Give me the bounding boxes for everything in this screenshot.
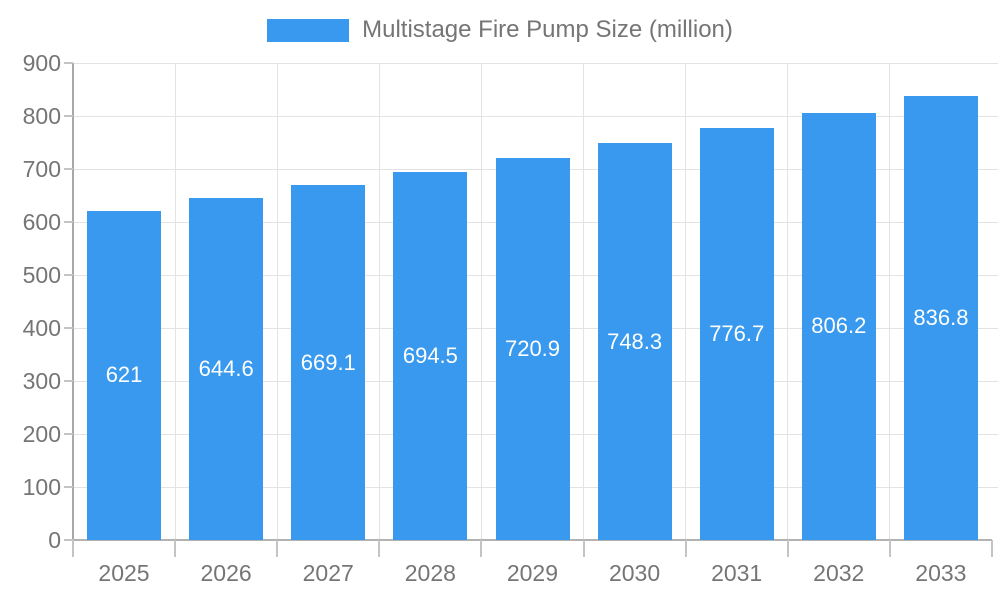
y-axis-tick [64,115,73,117]
bar-2032[interactable]: 806.2 [801,112,876,540]
y-axis-tick [64,539,73,541]
x-axis-tick [684,540,687,557]
bar-value-label: 644.6 [198,356,254,382]
bar-2031[interactable]: 776.7 [699,128,774,540]
y-axis-label: 600 [22,209,61,235]
bar-2028[interactable]: 694.5 [393,171,468,540]
y-axis-tick [64,168,73,170]
gridline-vertical [685,63,687,540]
bar-2030[interactable]: 748.3 [597,143,672,540]
bar-value-label: 776.7 [709,321,765,347]
bar-2027[interactable]: 669.1 [291,185,366,540]
gridline-vertical [889,63,891,540]
x-axis-label: 2032 [813,560,865,586]
bar-value-label: 669.1 [300,349,356,375]
y-axis-tick [64,62,73,64]
gridline-vertical [583,63,585,540]
y-axis-tick [64,433,73,435]
x-axis-tick [582,540,585,557]
bar-value-label: 694.5 [402,342,458,368]
bar-value-label: 621 [105,362,143,388]
y-axis-label: 800 [22,103,61,129]
y-axis-label: 400 [22,315,61,341]
gridline-vertical [787,63,789,540]
y-axis-tick [64,327,73,329]
x-axis-tick [888,540,891,557]
x-axis-tick [991,540,993,557]
y-axis-label: 700 [22,156,61,182]
y-axis-label: 900 [22,50,61,76]
y-axis-label: 300 [22,368,61,394]
legend: Multistage Fire Pump Size (million) [0,16,1000,44]
x-axis-tick [276,540,279,557]
y-axis-tick [64,274,73,276]
x-axis-label: 2025 [98,560,150,586]
bar-value-label: 720.9 [504,335,561,361]
gridline-horizontal [73,62,998,64]
x-axis-tick [174,540,177,557]
legend-swatch-icon [267,18,350,42]
x-axis-label: 2029 [506,560,559,586]
x-axis-label: 2033 [915,560,967,586]
y-axis-label: 200 [22,421,61,447]
x-axis-tick [786,540,789,557]
legend-label: Multistage Fire Pump Size (million) [362,16,733,43]
bar-value-label: 806.2 [811,313,867,339]
gridline-vertical [174,63,176,540]
x-axis-line [64,539,992,541]
gridline-vertical [378,63,380,540]
x-axis-label: 2031 [711,560,763,586]
legend-item[interactable]: Multistage Fire Pump Size (million) [267,16,733,44]
bar-2025[interactable]: 621 [87,210,162,540]
gridline-horizontal [73,115,998,117]
x-axis-label: 2027 [302,560,354,586]
y-axis-label: 0 [48,527,61,553]
bar-2029[interactable]: 720.9 [495,157,570,540]
bar-value-label: 836.8 [913,305,969,331]
bar-2026[interactable]: 644.6 [189,198,264,540]
x-axis-label: 2030 [608,560,661,586]
x-axis-tick [480,540,483,557]
y-axis-tick [64,486,73,488]
x-axis-tick [72,540,74,557]
x-axis-label: 2026 [200,560,252,586]
bar-value-label: 748.3 [607,328,663,354]
y-axis-tick [64,221,73,223]
bar-2033[interactable]: 836.8 [903,96,978,540]
y-axis-label: 500 [22,262,61,288]
gridline-vertical [276,63,278,540]
x-axis-label: 2028 [404,560,456,586]
y-axis-label: 100 [22,474,61,500]
y-axis-tick [64,380,73,382]
plot-area: 621 644.6 669.1 694.5 720.9 748.3 776.7 806.2 83… [64,62,998,557]
gridline-vertical [480,63,482,540]
x-axis-tick [378,540,381,557]
y-axis-line [72,63,74,557]
